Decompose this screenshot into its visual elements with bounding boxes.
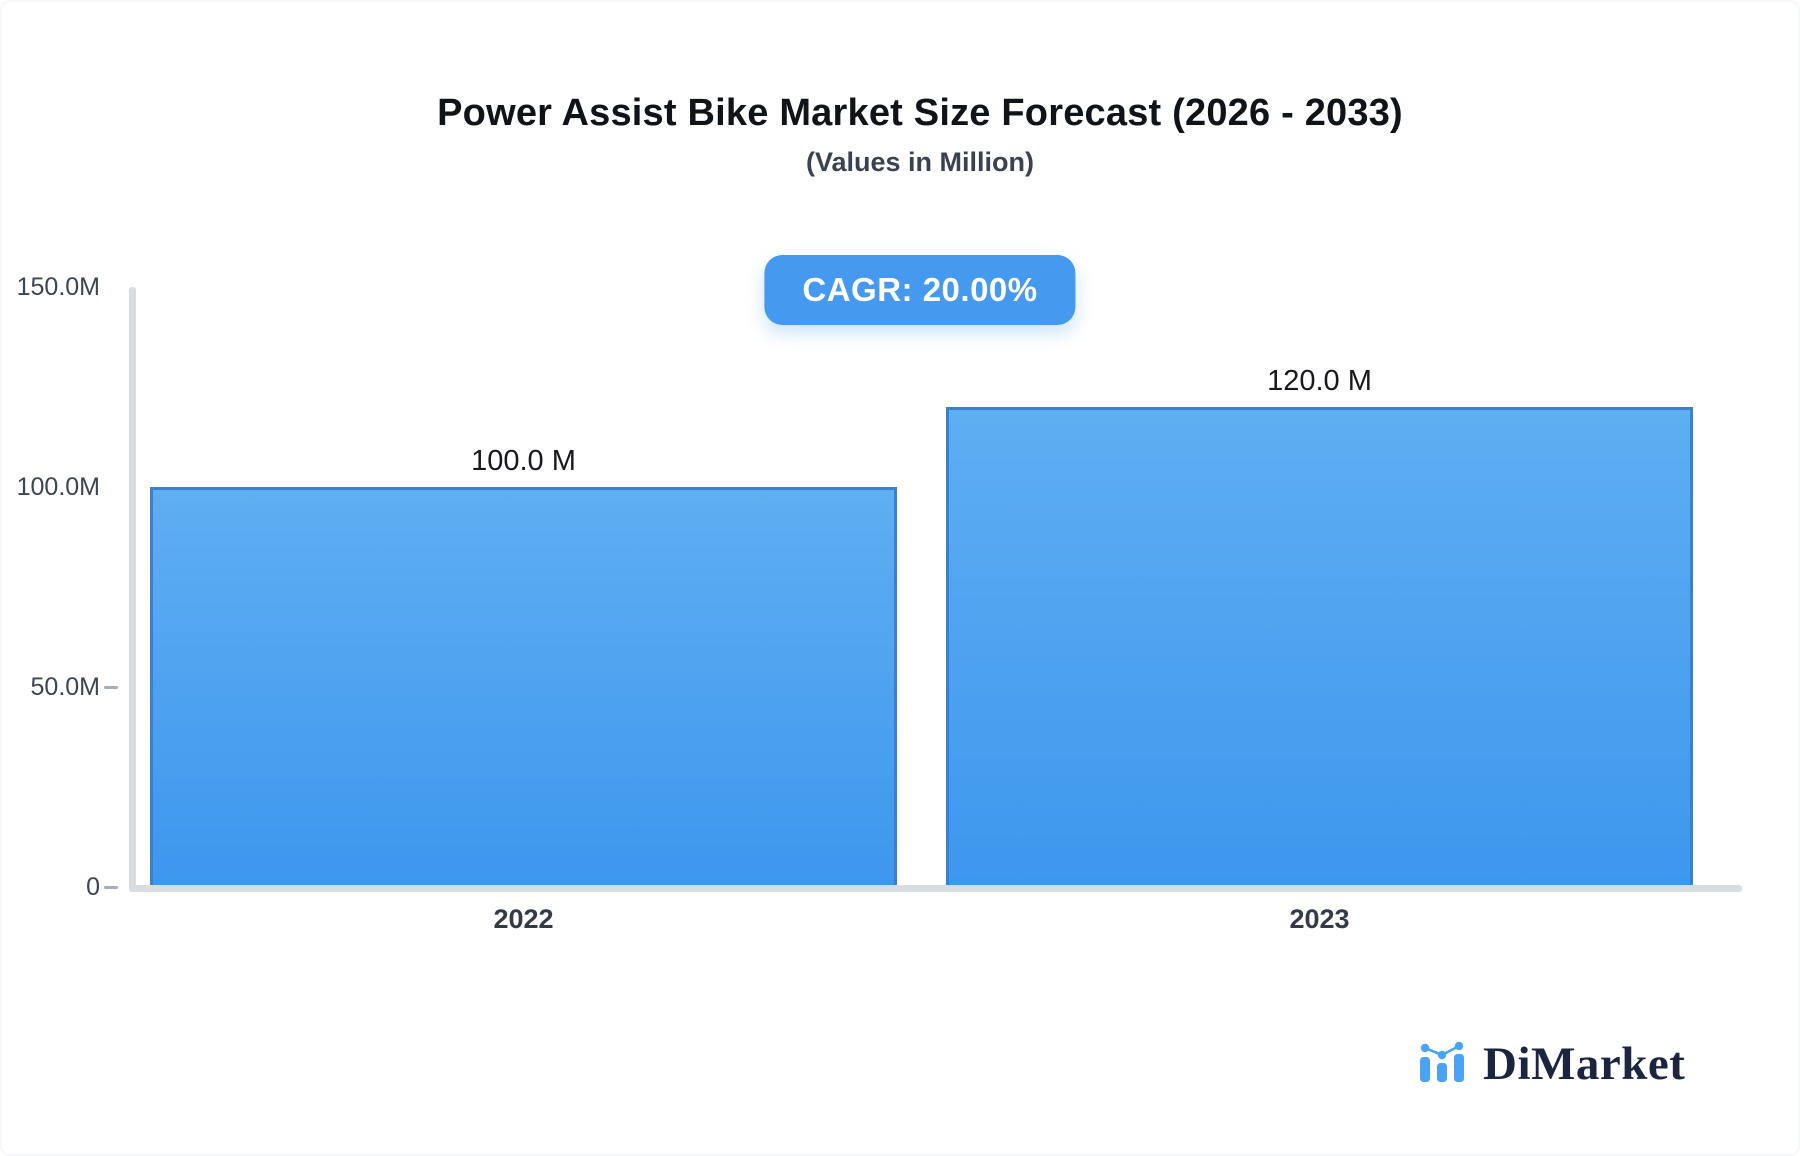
y-tick-label: 0	[86, 873, 100, 901]
bar-value-label: 100.0 M	[471, 445, 576, 477]
bar-2022	[150, 487, 897, 885]
y-tick-mark	[104, 686, 118, 689]
bar-2023	[946, 407, 1693, 885]
x-axis-category-label: 2023	[1289, 904, 1350, 934]
y-tick-label: 150.0M	[16, 273, 100, 301]
logo-text: DiMarket	[1483, 1037, 1686, 1090]
y-axis-line	[129, 287, 136, 892]
mini-bar-chart-icon	[1420, 1041, 1464, 1082]
chart-subtitle: (Values in Million)	[805, 147, 1035, 177]
y-tick-mark	[104, 886, 118, 889]
bar-value-label: 120.0 M	[1267, 365, 1372, 397]
x-axis-line	[129, 885, 1742, 892]
dimarket-logo: DiMarket	[1418, 1037, 1686, 1090]
y-tick-label: 100.0M	[16, 473, 100, 501]
cagr-badge: CAGR: 20.00%	[764, 255, 1076, 325]
cagr-badge-label: CAGR: 20.00%	[802, 271, 1038, 308]
x-axis-category-label: 2022	[493, 904, 554, 934]
chart-title: Power Assist Bike Market Size Forecast (…	[437, 92, 1403, 134]
y-tick-label: 50.0M	[30, 673, 100, 701]
chart-header: Power Assist Bike Market Size Forecast (…	[40, 0, 1800, 340]
